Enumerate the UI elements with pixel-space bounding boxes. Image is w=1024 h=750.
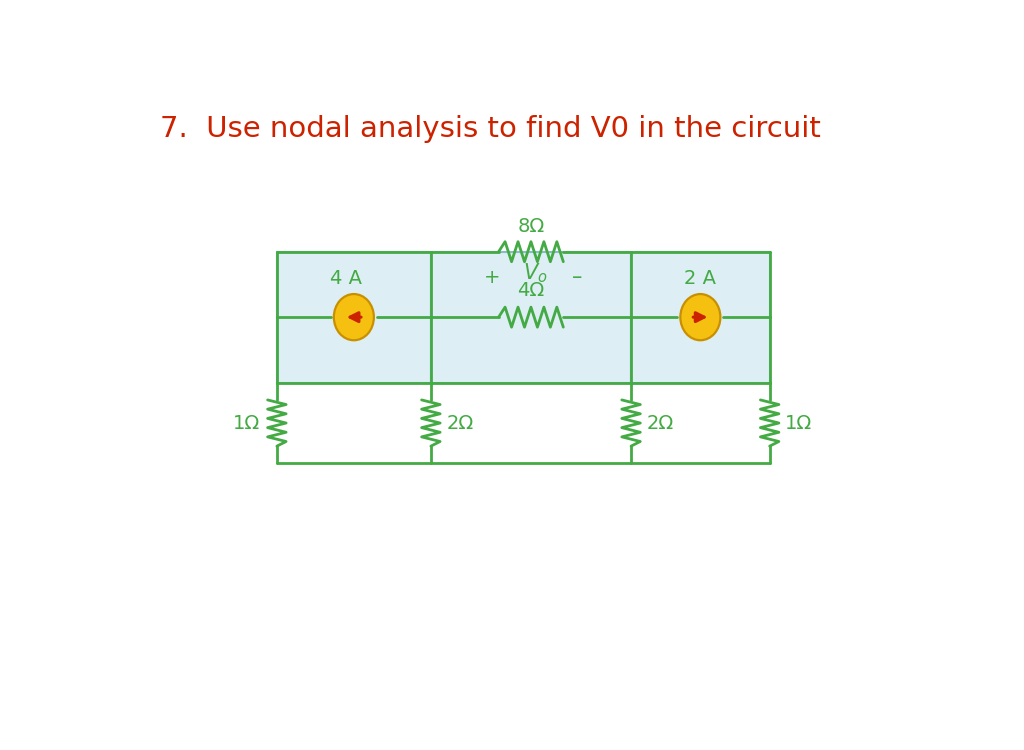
Text: 4Ω: 4Ω bbox=[517, 281, 545, 300]
Text: 4 A: 4 A bbox=[330, 269, 362, 288]
Text: 1Ω: 1Ω bbox=[785, 413, 812, 433]
Bar bbox=[276, 252, 431, 382]
Text: $V_o$: $V_o$ bbox=[522, 262, 547, 285]
Text: +: + bbox=[484, 268, 501, 286]
Ellipse shape bbox=[334, 294, 374, 340]
Text: –: – bbox=[572, 267, 583, 287]
Bar bbox=[631, 252, 770, 382]
Bar bbox=[431, 252, 631, 382]
Text: 1Ω: 1Ω bbox=[232, 413, 260, 433]
Text: 7.  Use nodal analysis to find V0 in the circuit: 7. Use nodal analysis to find V0 in the … bbox=[160, 115, 820, 142]
Text: 2Ω: 2Ω bbox=[446, 413, 473, 433]
Text: 2Ω: 2Ω bbox=[646, 413, 674, 433]
Text: 2 A: 2 A bbox=[684, 269, 717, 288]
Ellipse shape bbox=[680, 294, 720, 340]
Text: 8Ω: 8Ω bbox=[517, 217, 545, 236]
